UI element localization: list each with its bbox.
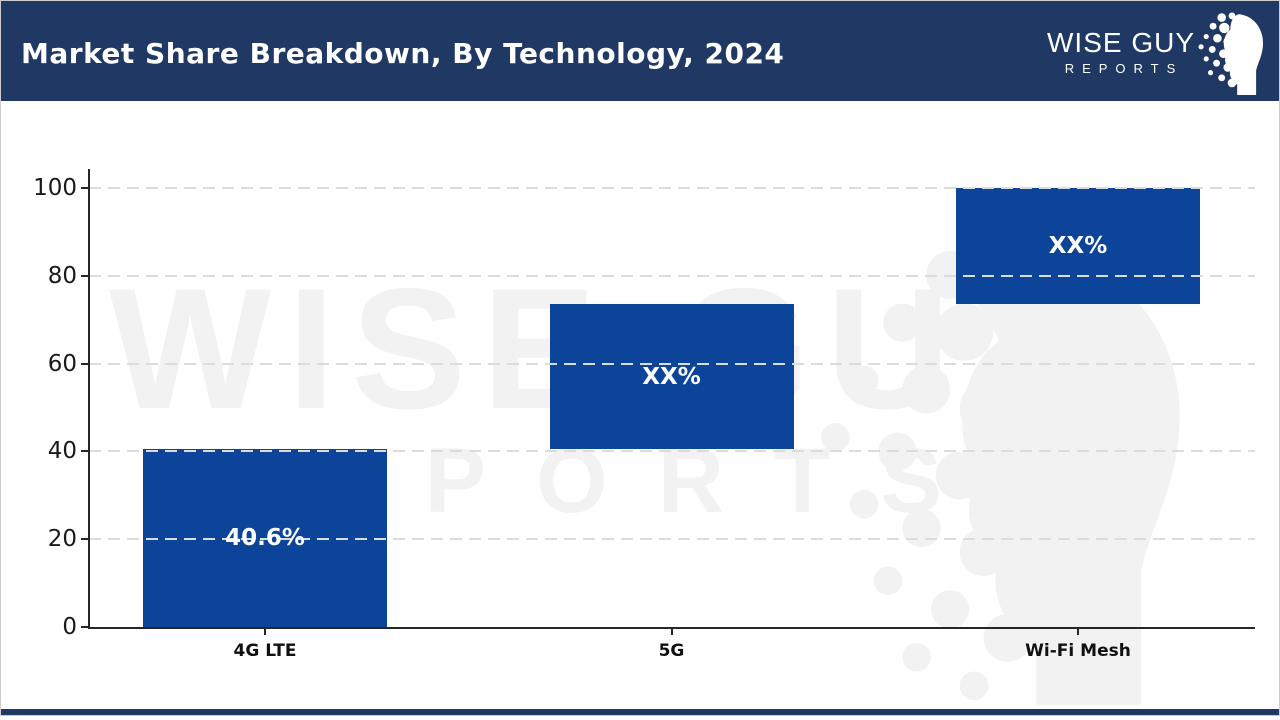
bar-5g bbox=[549, 304, 794, 449]
gridline-y-80 bbox=[89, 274, 1255, 277]
y-tick-label-60: 60 bbox=[47, 350, 77, 377]
x-tick-2 bbox=[670, 627, 673, 635]
y-tick-80 bbox=[81, 274, 89, 277]
page-title: Market Share Breakdown, By Technology, 2… bbox=[21, 37, 785, 70]
x-category-label-2: 5G bbox=[658, 641, 685, 661]
logo-head-dots-icon bbox=[1198, 12, 1264, 95]
y-tick-60 bbox=[81, 362, 89, 365]
bar-4g-lte bbox=[143, 448, 387, 627]
gridline-y-100 bbox=[89, 187, 1255, 189]
gridline-y-20 bbox=[89, 538, 1255, 541]
gridline-y-40 bbox=[89, 450, 1255, 453]
y-tick-label-40: 40 bbox=[47, 438, 77, 465]
bar-value-label-2: XX% bbox=[642, 363, 701, 390]
logo-text-wiseguy: WISE GUY bbox=[1046, 27, 1195, 58]
gridline-y-60 bbox=[89, 362, 1255, 365]
x-category-label-3: Wi-Fi Mesh bbox=[1025, 641, 1131, 661]
footer-bar bbox=[1, 709, 1279, 715]
header-banner: Market Share Breakdown, By Technology, 2… bbox=[1, 1, 1279, 101]
wise-guy-reports-logo: WISE GUY REPORTS bbox=[1035, 7, 1265, 97]
bar-value-label-1: 40.6% bbox=[225, 524, 305, 551]
y-tick-100 bbox=[81, 187, 89, 189]
y-tick-0 bbox=[81, 626, 89, 628]
bar-value-label-3: XX% bbox=[1048, 233, 1108, 260]
y-tick-label-80: 80 bbox=[47, 262, 77, 289]
logo-text-reports: REPORTS bbox=[1064, 61, 1184, 76]
watermark-head-dots-icon bbox=[821, 246, 1180, 705]
x-category-label-1: 4G LTE bbox=[233, 641, 297, 661]
x-tick-1 bbox=[264, 627, 266, 635]
bar-wi-fi-mesh bbox=[956, 188, 1200, 305]
y-axis-line bbox=[88, 169, 90, 629]
y-tick-label-0: 0 bbox=[62, 614, 77, 640]
y-tick-20 bbox=[81, 538, 89, 541]
y-tick-label-100: 100 bbox=[33, 175, 77, 201]
x-tick-3 bbox=[1077, 627, 1079, 635]
y-tick-label-20: 20 bbox=[47, 526, 77, 553]
y-tick-40 bbox=[81, 450, 89, 453]
